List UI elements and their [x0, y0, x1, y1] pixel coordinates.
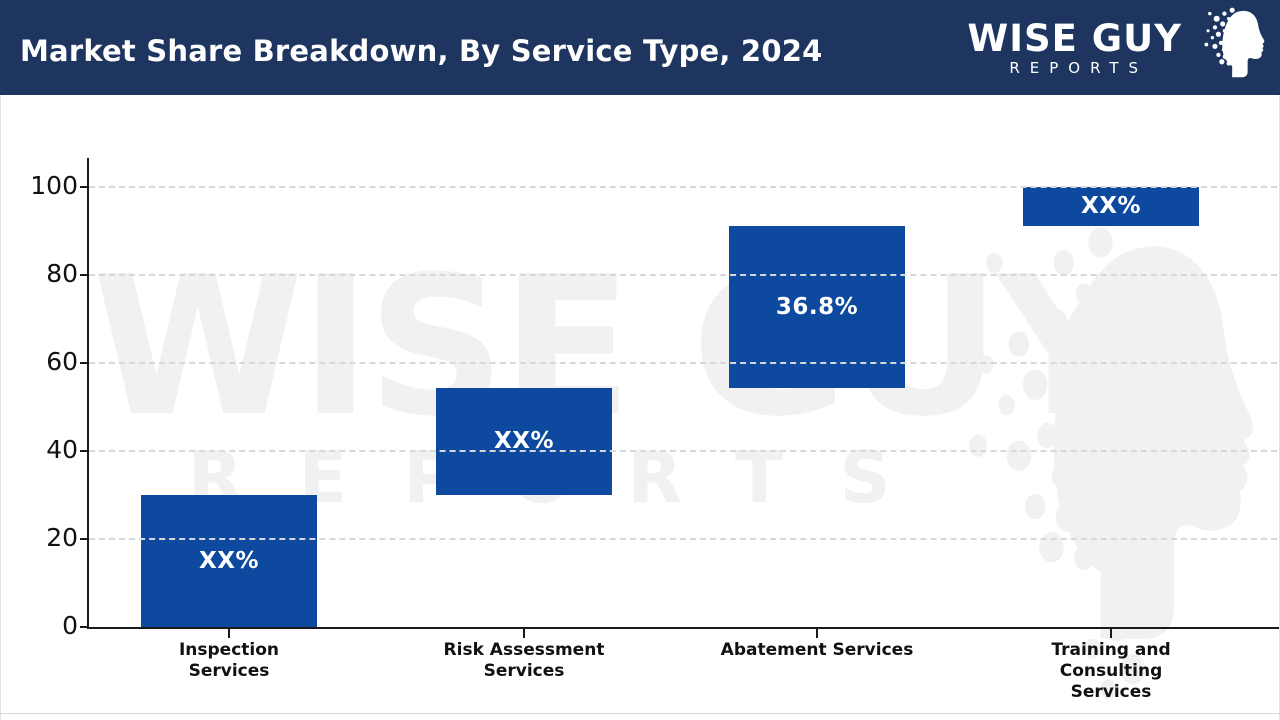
gridline — [89, 450, 1277, 452]
logo-head-icon — [1204, 7, 1265, 78]
y-axis-tick-label: 40 — [46, 435, 78, 464]
bar-value-label: XX% — [1080, 193, 1141, 220]
x-category-label: Abatement Services — [720, 640, 914, 660]
y-axis-tick — [80, 186, 89, 188]
bar-1: XX% — [141, 495, 317, 627]
y-axis-tick-label: 100 — [30, 171, 78, 200]
gridline — [89, 362, 1277, 364]
figure-bottom-border — [0, 713, 1280, 714]
y-axis-tick — [80, 362, 89, 364]
x-category-label: Inspection Services — [178, 640, 280, 681]
bar-value-label: 36.8% — [775, 293, 859, 320]
y-axis-tick — [80, 626, 89, 628]
bar-4: XX% — [1023, 187, 1199, 226]
y-axis-tick-label: 20 — [46, 523, 78, 552]
x-category-label: Training and Consulting Services — [1051, 640, 1171, 702]
brand-logo: WISE GUY REPORTS — [967, 5, 1270, 91]
header-bar: Market Share Breakdown, By Service Type,… — [0, 0, 1280, 95]
y-axis-tick — [80, 538, 89, 540]
x-axis-tick — [523, 629, 525, 638]
x-axis-line — [87, 627, 1279, 629]
x-axis-tick — [816, 629, 818, 638]
y-axis-tick-label: 0 — [62, 611, 78, 640]
bar-3: 36.8% — [729, 225, 905, 388]
y-axis-line — [87, 158, 89, 629]
logo-subtext: REPORTS — [1009, 59, 1149, 78]
y-axis-tick-label: 60 — [46, 347, 78, 376]
chart-title: Market Share Breakdown, By Service Type,… — [20, 34, 823, 68]
y-axis-tick — [80, 450, 89, 452]
x-axis-tick — [228, 629, 230, 638]
bar-value-label: XX% — [198, 548, 259, 574]
y-axis-tick-label: 80 — [46, 259, 78, 288]
y-axis-tick — [80, 274, 89, 276]
watermark-wordmark: WISE GUY — [92, 236, 1136, 459]
logo-wordmark: WISE GUY — [967, 16, 1182, 60]
x-axis-tick — [1110, 629, 1112, 638]
figure-left-border — [0, 95, 1, 720]
logo-wordmark-block: WISE GUY REPORTS — [967, 16, 1182, 78]
bar-2: XX% — [436, 387, 612, 495]
gridline — [89, 186, 1277, 188]
x-category-label: Risk Assessment Services — [443, 640, 605, 681]
bar-value-label: XX% — [493, 428, 554, 455]
gridline — [89, 538, 1277, 540]
gridline — [89, 274, 1277, 276]
